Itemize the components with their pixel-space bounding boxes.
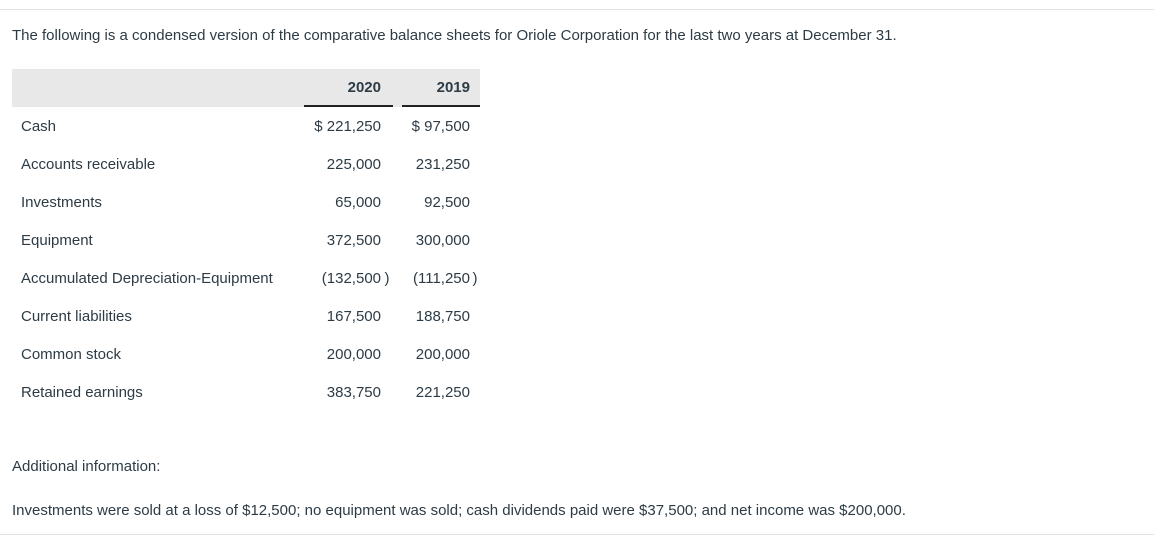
value-2019: 231,250 <box>415 155 470 173</box>
intro-text: The following is a condensed version of … <box>12 27 897 44</box>
balance-sheet-table: 2020 2019 Cash $ 221,250 $ 97,500 Accoun… <box>12 69 480 411</box>
paren-2020 <box>381 232 393 249</box>
column-header-2019: 2019 <box>436 78 470 96</box>
paren-2020 <box>381 346 393 363</box>
paren-2019 <box>470 156 480 173</box>
row-label: Current liabilities <box>21 307 132 325</box>
table-row-accumulated-depreciation: Accumulated Depreciation-Equipment (132,… <box>12 259 480 297</box>
header-col-2020: 2020 <box>304 69 393 107</box>
paren-2020 <box>381 308 393 325</box>
paren-2020: ) <box>384 269 390 287</box>
table-row-cash: Cash $ 221,250 $ 97,500 <box>12 107 480 145</box>
table-header-row: 2020 2019 <box>12 69 480 107</box>
paren-2019 <box>470 118 480 135</box>
value-2020: 372,500 <box>326 231 381 249</box>
value-2019: (111,250 <box>413 269 470 287</box>
table-row-retained-earnings: Retained earnings 383,750 221,250 <box>12 373 480 411</box>
value-2020: 225,000 <box>326 155 381 173</box>
paren-2020 <box>381 156 393 173</box>
header-col-2019: 2019 <box>402 69 480 107</box>
table-row-current-liabilities: Current liabilities 167,500 188,750 <box>12 297 480 335</box>
value-2019: $ 97,500 <box>411 117 470 135</box>
row-label: Cash <box>21 117 57 135</box>
additional-info-text: Investments were sold at a loss of $12,5… <box>12 502 906 519</box>
column-header-2020: 2020 <box>347 78 381 96</box>
value-2020: 167,500 <box>326 307 381 325</box>
value-2020: (132,500 <box>321 269 381 287</box>
paren-2019 <box>470 232 480 249</box>
paren-2019 <box>470 384 480 401</box>
table-row-accounts-receivable: Accounts receivable 225,000 231,250 <box>12 145 480 183</box>
paren-2019 <box>470 308 480 325</box>
column-gap <box>393 69 402 107</box>
top-divider <box>0 9 1154 10</box>
row-label: Common stock <box>21 345 122 363</box>
paren-2020 <box>381 194 393 211</box>
paren-2020 <box>381 118 393 135</box>
value-2019: 188,750 <box>415 307 470 325</box>
table-row-investments: Investments 65,000 92,500 <box>12 183 480 221</box>
value-2020: 383,750 <box>326 383 381 401</box>
paren-2019 <box>470 194 480 211</box>
value-2020: 65,000 <box>335 193 381 211</box>
value-2019: 300,000 <box>415 231 470 249</box>
row-label: Accumulated Depreciation-Equipment <box>21 269 273 287</box>
paren-2019 <box>470 346 480 363</box>
value-2019: 92,500 <box>424 193 470 211</box>
value-2020: $ 221,250 <box>314 117 381 135</box>
row-label: Investments <box>21 193 102 211</box>
additional-info-heading: Additional information: <box>12 458 161 475</box>
header-label-spacer <box>12 69 304 107</box>
value-2019: 200,000 <box>415 345 470 363</box>
table-row-equipment: Equipment 372,500 300,000 <box>12 221 480 259</box>
bottom-divider <box>0 534 1154 535</box>
row-label: Accounts receivable <box>21 155 156 173</box>
row-label: Equipment <box>21 231 93 249</box>
value-2019: 221,250 <box>415 383 470 401</box>
row-label: Retained earnings <box>21 383 143 401</box>
table-row-common-stock: Common stock 200,000 200,000 <box>12 335 480 373</box>
paren-2020 <box>381 384 393 401</box>
value-2020: 200,000 <box>326 345 381 363</box>
paren-2019: ) <box>472 269 478 287</box>
